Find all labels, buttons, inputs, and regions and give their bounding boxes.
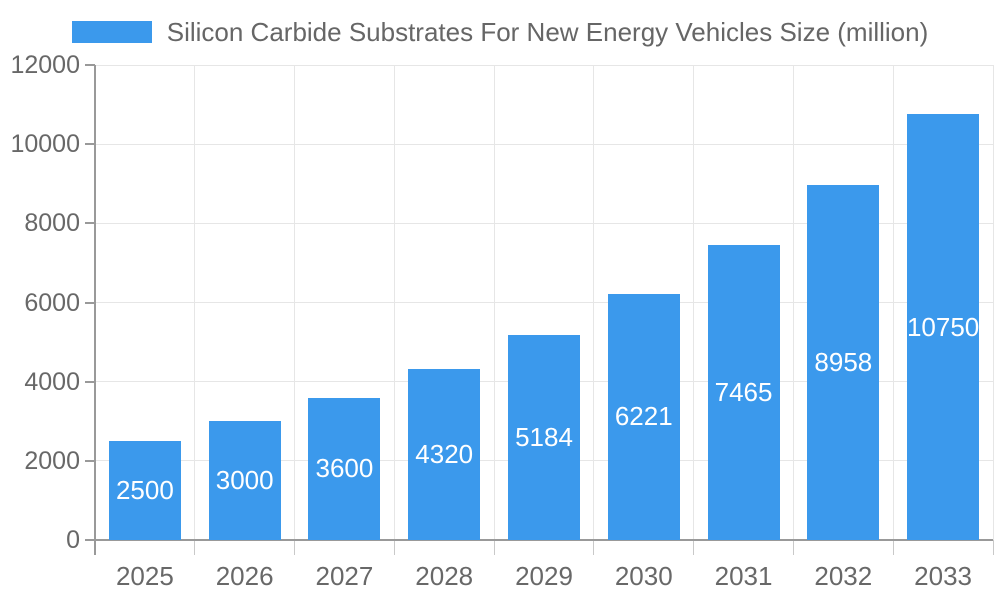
legend-swatch [71, 21, 152, 43]
x-tick-mark [792, 540, 794, 555]
bar-value-label: 7465 [714, 376, 773, 407]
bar[interactable]: 10750 [907, 114, 979, 540]
y-tick-mark [85, 539, 95, 541]
y-tick-label: 12000 [10, 51, 80, 79]
x-tick-mark [992, 540, 994, 555]
y-gridline [95, 143, 993, 145]
y-tick-mark [85, 380, 95, 383]
y-tick-mark [85, 64, 95, 66]
bar[interactable]: 5184 [508, 334, 580, 540]
bar-value-label: 8958 [814, 347, 873, 378]
x-tick-mark [693, 540, 695, 555]
x-gridline [294, 65, 296, 540]
y-tick-label: 10000 [10, 130, 80, 159]
x-tick-mark [892, 540, 894, 555]
x-tick-label: 2026 [215, 561, 274, 591]
y-tick-label: 4000 [24, 367, 80, 396]
x-tick-mark [194, 540, 196, 555]
bar-value-label: 3000 [215, 465, 274, 496]
y-gridline [95, 302, 993, 303]
x-tick-mark [593, 540, 595, 555]
bar-value-label: 6221 [614, 401, 673, 432]
bar-value-label: 10750 [906, 311, 980, 342]
bar[interactable]: 2500 [108, 441, 181, 540]
y-tick-label: 0 [66, 526, 80, 554]
y-gridline [95, 222, 993, 224]
y-tick-mark [85, 222, 95, 225]
x-tick-label: 2027 [315, 561, 374, 591]
bar[interactable]: 6221 [607, 293, 680, 540]
bar-value-label: 4320 [415, 439, 474, 469]
x-tick-mark [393, 540, 395, 555]
x-gridline [593, 65, 595, 540]
legend-label: Silicon Carbide Substrates For New Energ… [166, 16, 929, 47]
x-tick-label: 2028 [415, 561, 474, 591]
y-tick-mark [85, 301, 95, 304]
bar[interactable]: 8958 [807, 185, 880, 540]
x-tick-label: 2032 [814, 561, 873, 591]
x-tick-label: 2030 [614, 561, 673, 591]
y-gridline [95, 64, 993, 66]
x-tick-label: 2033 [914, 561, 973, 591]
x-tick-label: 2025 [115, 561, 174, 591]
x-tick-label: 2031 [714, 561, 773, 591]
x-tick-mark [294, 540, 296, 555]
x-gridline [493, 65, 495, 540]
bar[interactable]: 3000 [208, 421, 281, 540]
x-gridline [792, 65, 794, 540]
x-gridline [992, 65, 994, 540]
bar-value-label: 5184 [515, 421, 573, 452]
y-tick-label: 8000 [24, 209, 80, 238]
y-tick-mark [85, 459, 95, 462]
bar[interactable]: 3600 [308, 397, 381, 540]
x-gridline [393, 65, 395, 540]
x-gridline [892, 65, 894, 540]
y-axis-line [94, 65, 96, 555]
bar[interactable]: 4320 [408, 369, 481, 540]
x-tick-mark [493, 540, 495, 555]
legend-item[interactable]: Silicon Carbide Substrates For New Energ… [0, 14, 1000, 50]
bar[interactable]: 7465 [707, 244, 780, 540]
bar-value-label: 2500 [115, 475, 174, 505]
x-gridline [693, 65, 695, 540]
y-tick-label: 6000 [24, 288, 80, 317]
bar-value-label: 3600 [315, 453, 374, 484]
y-tick-mark [85, 143, 95, 146]
x-axis-line [94, 539, 993, 541]
x-gridline [194, 65, 196, 540]
y-tick-label: 2000 [24, 446, 80, 475]
x-tick-label: 2029 [515, 561, 573, 591]
